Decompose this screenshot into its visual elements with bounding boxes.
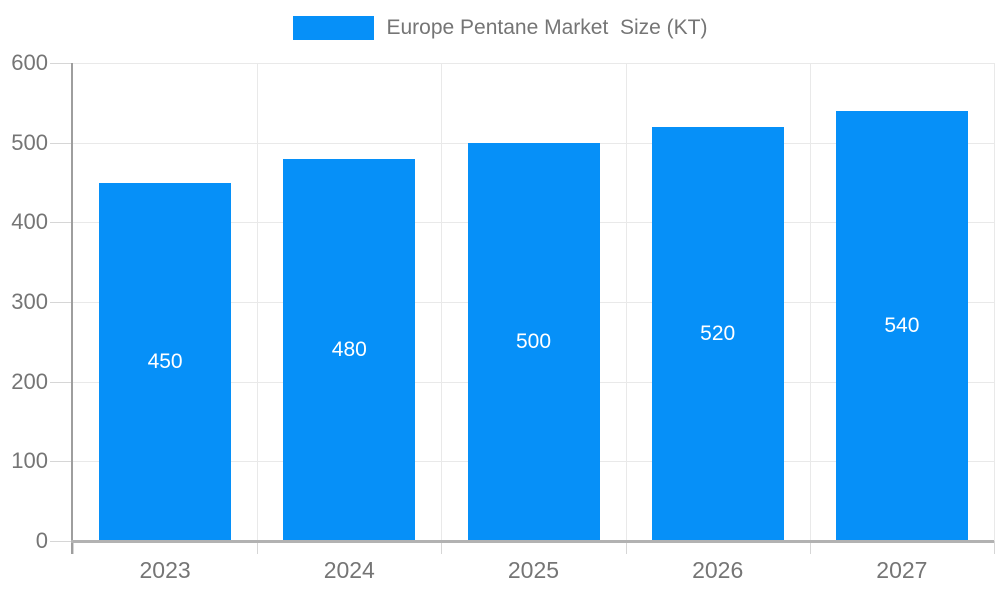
bar[interactable] <box>651 126 784 541</box>
x-axis-line <box>71 540 994 543</box>
y-tick-label: 100 <box>11 448 48 474</box>
bar[interactable] <box>283 158 416 541</box>
x-gridline <box>257 63 259 541</box>
bar-value-label: 480 <box>331 337 367 361</box>
x-tick <box>257 541 259 554</box>
y-tick <box>50 63 73 64</box>
y-gridline <box>73 63 994 64</box>
bar[interactable] <box>99 182 232 541</box>
x-tick <box>441 541 443 554</box>
x-tick-label: 2027 <box>876 557 928 583</box>
legend-swatch-icon <box>292 16 374 40</box>
x-tick <box>73 541 74 554</box>
x-gridline <box>994 63 995 541</box>
y-tick-label: 600 <box>11 50 48 75</box>
x-tick-label: 2025 <box>507 557 560 583</box>
y-tick <box>50 142 73 144</box>
bar[interactable] <box>467 142 600 541</box>
bar-value-label: 500 <box>515 329 552 353</box>
x-tick-label: 2024 <box>323 557 375 583</box>
y-tick <box>50 541 73 542</box>
x-tick <box>994 541 995 554</box>
y-tick <box>50 381 73 383</box>
legend-label: Europe Pentane Market Size (KT) <box>386 16 708 39</box>
y-tick <box>50 461 73 463</box>
bar-value-label: 540 <box>884 313 920 337</box>
bar[interactable] <box>835 110 968 541</box>
y-tick-label: 0 <box>35 528 48 553</box>
x-gridline <box>441 63 443 541</box>
x-tick-label: 2023 <box>139 557 191 583</box>
legend[interactable]: Europe Pentane Market Size (KT) <box>0 16 1000 40</box>
x-gridline <box>625 63 627 541</box>
bar-value-label: 520 <box>700 321 736 345</box>
x-gridline <box>809 63 811 541</box>
x-tick <box>809 541 811 554</box>
y-tick <box>50 222 73 224</box>
x-tick <box>625 541 627 554</box>
y-tick-label: 400 <box>11 209 48 235</box>
y-tick-label: 500 <box>11 129 48 155</box>
y-axis-line <box>71 63 73 554</box>
bar-value-label: 450 <box>147 349 183 373</box>
x-tick-label: 2026 <box>692 557 744 583</box>
y-tick-label: 200 <box>11 368 48 394</box>
y-tick-label: 300 <box>11 289 48 314</box>
y-tick <box>50 302 73 303</box>
